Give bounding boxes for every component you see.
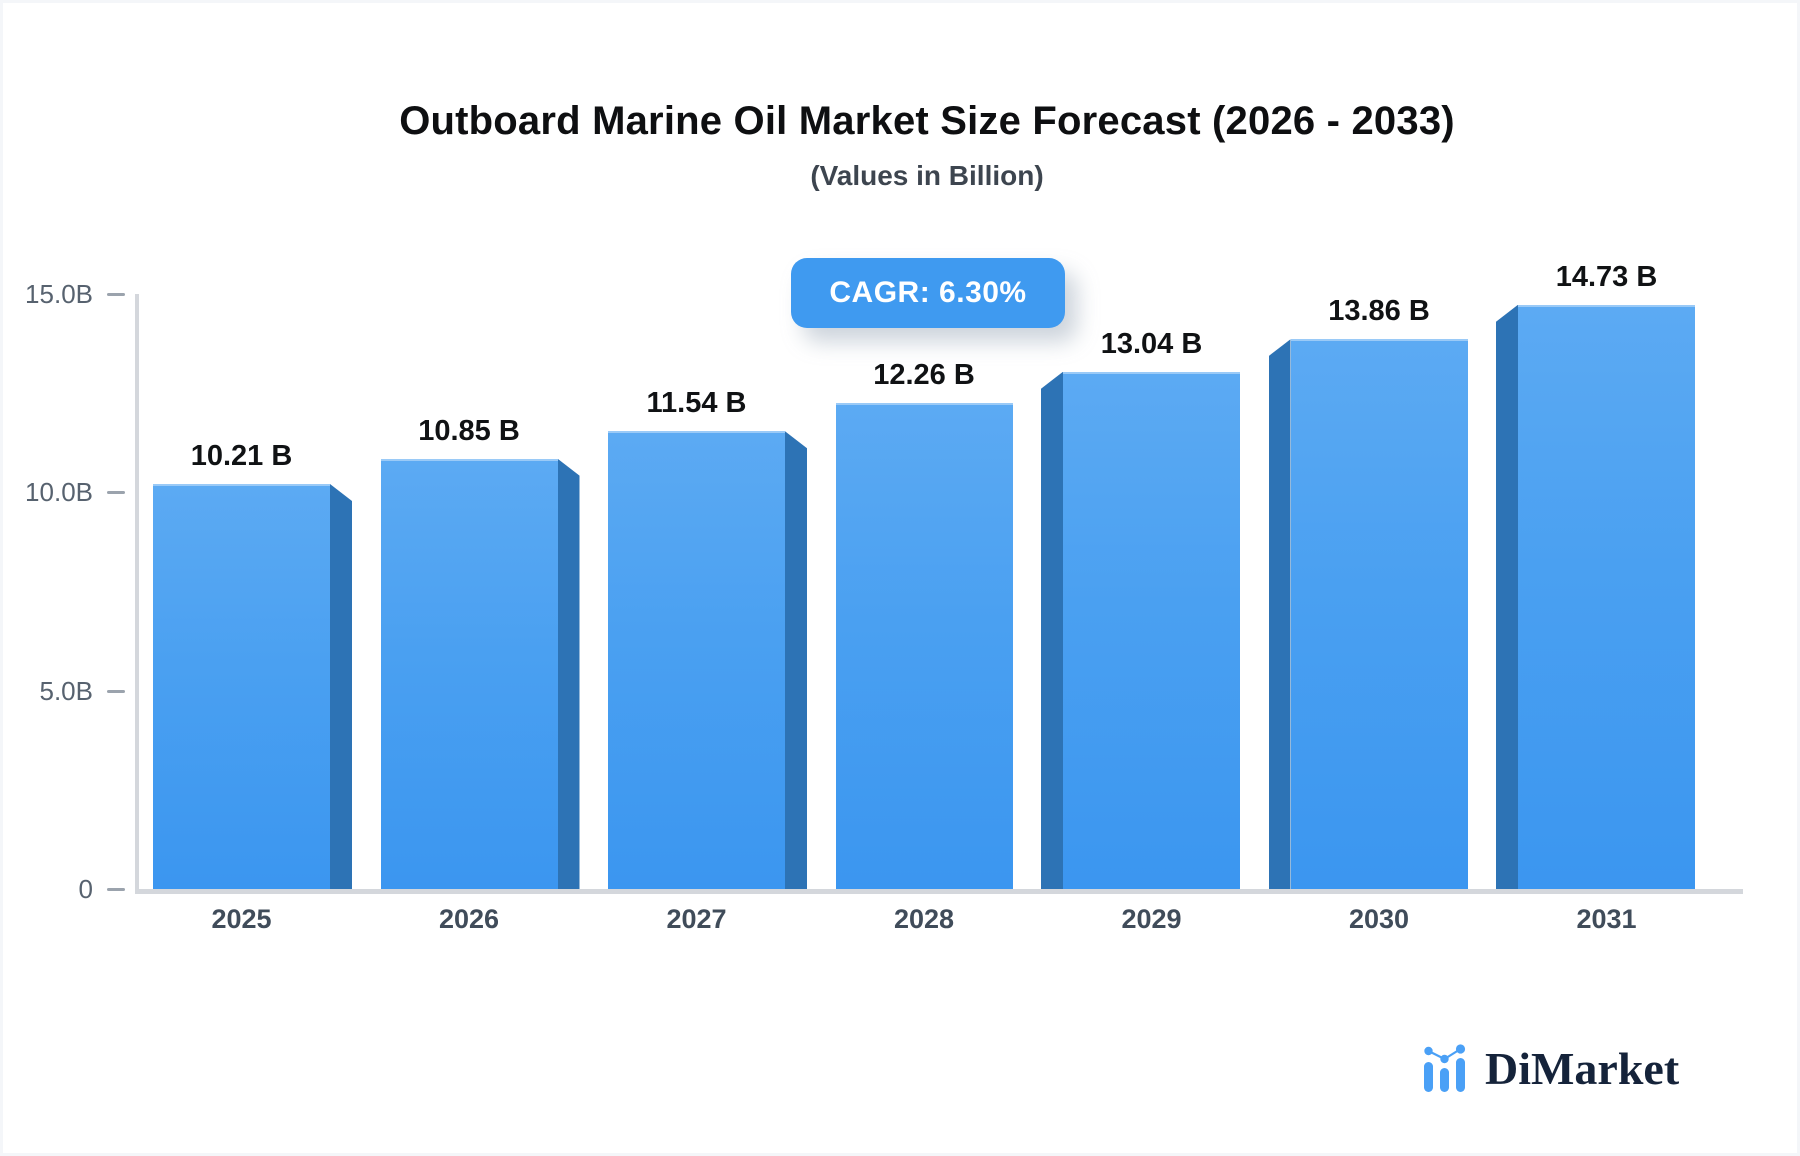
bar-2030 xyxy=(1290,339,1468,889)
bar-3d-side xyxy=(557,458,580,889)
y-tick-mark xyxy=(107,689,125,693)
bar-3d-side xyxy=(785,431,807,889)
y-tick-mark xyxy=(107,491,125,495)
bar-2031 xyxy=(1518,304,1695,889)
x-axis-label: 2026 xyxy=(438,904,500,934)
bar-value-label: 10.21 B xyxy=(190,440,293,472)
bar-2028 xyxy=(835,402,1013,889)
bar-2026 xyxy=(380,458,558,889)
chart-header: Outboard Marine Oil Market Size Forecast… xyxy=(3,99,1797,192)
x-axis-line xyxy=(135,889,1743,894)
bar-3d-side xyxy=(1041,371,1063,889)
bar-value-label: 11.54 B xyxy=(646,387,747,420)
y-axis-line xyxy=(135,294,139,894)
x-axis-label: 2029 xyxy=(1121,904,1182,934)
chart-subtitle: (Values in Billion) xyxy=(810,160,1044,191)
y-tick-mark xyxy=(107,888,125,891)
y-tick-label: 10.0B xyxy=(25,477,93,508)
x-axis-label: 2028 xyxy=(893,904,955,934)
bar-value-label: 10.85 B xyxy=(418,414,520,447)
bar-value-label: 14.73 B xyxy=(1555,260,1658,293)
brand-name: DiMarket xyxy=(1485,1043,1680,1094)
bar-value-label: 13.86 B xyxy=(1328,295,1430,328)
y-tick-label: 0 xyxy=(78,874,93,904)
y-tick-label: 5.0B xyxy=(39,675,94,706)
cagr-badge-label: CAGR: 6.30% xyxy=(829,276,1027,309)
y-tick-label: 15.0B xyxy=(25,279,93,309)
bar-3d-side xyxy=(330,484,352,889)
chart-title: Outboard Marine Oil Market Size Forecast… xyxy=(399,99,1455,143)
bar-2029 xyxy=(1063,371,1240,889)
bar-3d-side xyxy=(1268,339,1291,889)
bar-chart-logo-icon xyxy=(1424,1044,1466,1092)
bar-value-label: 12.26 B xyxy=(873,358,975,391)
cagr-badge: CAGR: 6.30% xyxy=(791,258,1065,328)
x-axis-label: 2031 xyxy=(1576,904,1637,934)
bar-3d-side xyxy=(1496,304,1518,889)
x-axis-label: 2027 xyxy=(666,904,727,934)
y-tick-mark xyxy=(107,293,125,296)
bar-2027 xyxy=(608,431,785,889)
bar-value-label: 13.04 B xyxy=(1100,327,1203,360)
x-axis-label: 2025 xyxy=(211,904,272,934)
bar-2025 xyxy=(153,484,330,889)
x-axis-label: 2030 xyxy=(1348,904,1410,934)
brand-logo: DiMarket xyxy=(1423,1043,1679,1095)
